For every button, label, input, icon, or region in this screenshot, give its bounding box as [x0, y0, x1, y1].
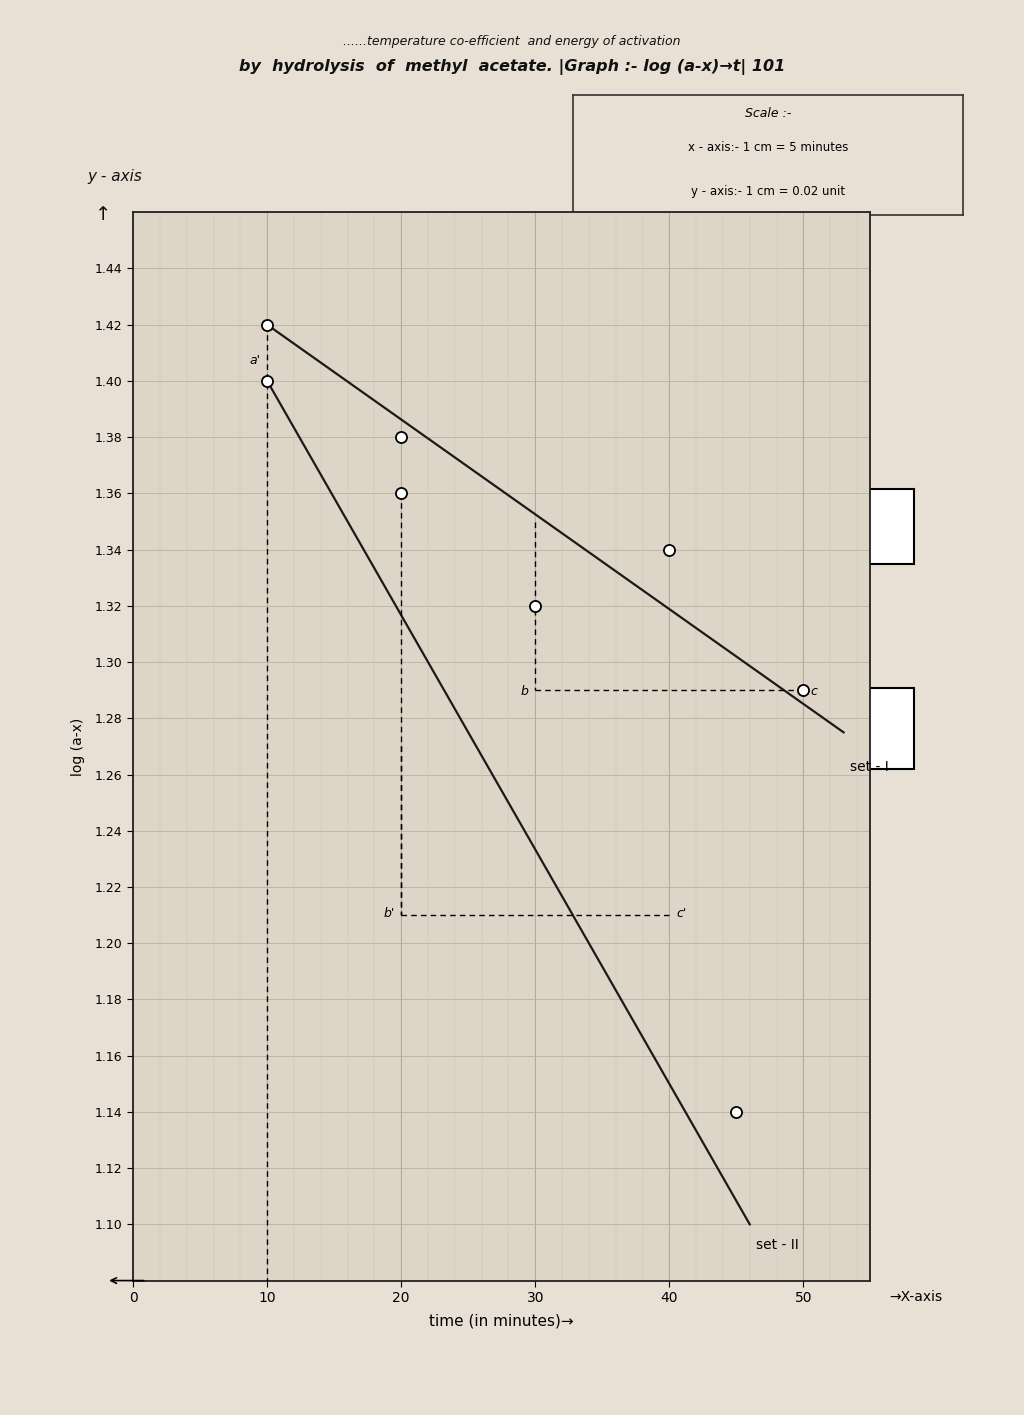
Text: = 2.303 × 0.003: = 2.303 × 0.003 [371, 451, 508, 466]
Text: set - II: set - II [757, 1238, 799, 1252]
Text: K$_2$ = 13.818 × 10$^{-3}$ min$^{-2}$: K$_2$ = 13.818 × 10$^{-3}$ min$^{-2}$ [389, 698, 591, 719]
Text: c': c' [676, 907, 686, 920]
Text: ......temperature co-efficient  and energy of activation: ......temperature co-efficient and energ… [343, 35, 681, 48]
Text: →X-axis: →X-axis [889, 1290, 942, 1305]
Text: K$_1$ = 6.909 × 10$^{-3}$ min$^{-1}$: K$_1$ = 6.909 × 10$^{-3}$ min$^{-1}$ [389, 498, 582, 519]
Text: K$_2$ = 2.303 × Slope: K$_2$ = 2.303 × Slope [371, 584, 507, 603]
Text: a': a' [250, 354, 260, 366]
X-axis label: time (in minutes)→: time (in minutes)→ [429, 1313, 574, 1329]
Text: x - axis:- 1 cm = 5 minutes: x - axis:- 1 cm = 5 minutes [688, 140, 848, 153]
Text: set - I: set - I [850, 760, 889, 774]
Text: y - axis: y - axis [87, 168, 142, 184]
Text: b': b' [383, 907, 394, 920]
Text: $\uparrow$: $\uparrow$ [91, 205, 110, 224]
Text: K$_1$ = 2.303 × slope: K$_1$ = 2.303 × slope [371, 393, 505, 412]
FancyBboxPatch shape [355, 688, 914, 768]
Text: y - axis:- 1 cm = 0.02 unit: y - axis:- 1 cm = 0.02 unit [691, 185, 845, 198]
Text: b: b [520, 685, 528, 698]
Text: c: c [810, 685, 817, 698]
Text: by  hydrolysis  of  methyl  acetate. |Graph :- log (a-x)→t| 101: by hydrolysis of methyl acetate. |Graph … [239, 59, 785, 75]
Text: log (a-x): log (a-x) [71, 717, 85, 775]
Text: Slope - II  =  $\frac{ab}{bc}$  =  $\frac{1.39 - 1.21}{40 - 10}$  =  0.006: Slope - II = $\frac{ab}{bc}$ = $\frac{1.… [314, 297, 573, 321]
Text: = 2.303 × 0.006: = 2.303 × 0.006 [371, 647, 508, 661]
Text: Scale :-: Scale :- [744, 108, 792, 120]
Text: Slope - I  =  $\frac{ab}{bc}$  =  $\frac{1.35 - 1.29}{50 - 30}$  =  0.003: Slope - I = $\frac{ab}{bc}$ = $\frac{1.3… [314, 228, 569, 252]
FancyBboxPatch shape [355, 488, 914, 563]
